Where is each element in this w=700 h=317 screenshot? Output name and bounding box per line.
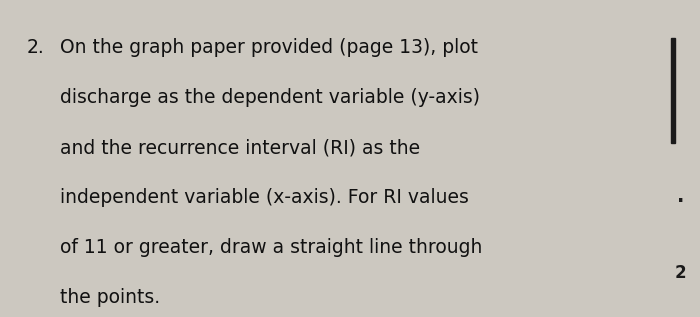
Text: the points.: the points. bbox=[60, 288, 160, 307]
Text: discharge as the dependent variable (y-axis): discharge as the dependent variable (y-a… bbox=[60, 88, 480, 107]
Text: 2: 2 bbox=[675, 264, 686, 281]
Text: of 11 or greater, draw a straight line through: of 11 or greater, draw a straight line t… bbox=[60, 238, 482, 257]
Text: On the graph paper provided (page 13), plot: On the graph paper provided (page 13), p… bbox=[60, 38, 477, 57]
Text: 2.: 2. bbox=[27, 38, 44, 57]
Text: independent variable (x-axis). For RI values: independent variable (x-axis). For RI va… bbox=[60, 188, 468, 207]
Text: and the recurrence interval (RI) as the: and the recurrence interval (RI) as the bbox=[60, 138, 419, 157]
Bar bbox=[671, 38, 675, 143]
Text: .: . bbox=[677, 187, 684, 206]
